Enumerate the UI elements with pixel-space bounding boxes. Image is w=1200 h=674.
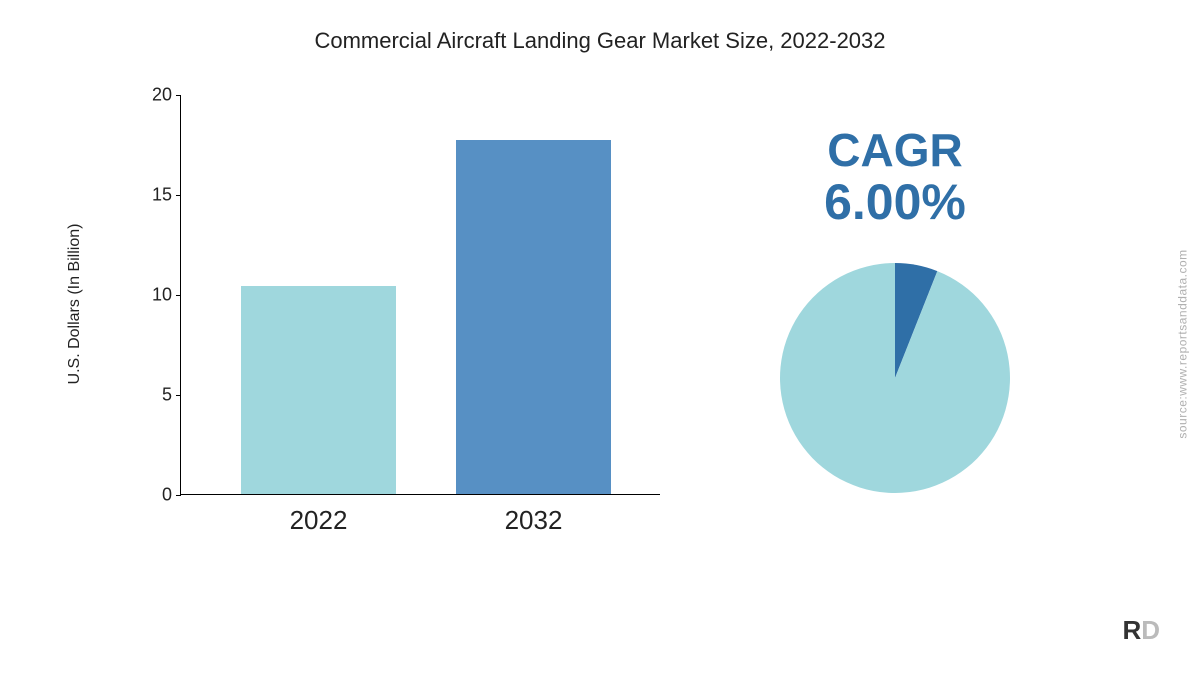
y-tick: 20 — [152, 85, 172, 106]
y-tick: 15 — [152, 185, 172, 206]
chart-title: Commercial Aircraft Landing Gear Market … — [0, 28, 1200, 54]
cagr-label: CAGR — [745, 125, 1045, 176]
chart-container: Commercial Aircraft Landing Gear Market … — [0, 0, 1200, 674]
bar-chart: U.S. Dollars (In Billion) 05101520 20222… — [140, 95, 660, 515]
x-tick: 2022 — [290, 505, 348, 536]
source-attribution: source:www.reportsanddata.com — [1175, 249, 1189, 438]
y-tick: 5 — [162, 385, 172, 406]
y-axis: 05101520 — [140, 95, 180, 495]
pie-slice — [780, 263, 1010, 493]
y-tick: 0 — [162, 485, 172, 506]
bar-plot-area: 20222032 — [180, 95, 660, 495]
bar — [241, 286, 396, 494]
bar — [456, 140, 611, 494]
brand-logo: RD — [1122, 615, 1160, 646]
pie-chart — [745, 263, 1045, 493]
pie-svg — [780, 263, 1010, 493]
cagr-value: 6.00% — [745, 176, 1045, 229]
x-tick: 2032 — [505, 505, 563, 536]
y-axis-label: U.S. Dollars (In Billion) — [66, 224, 84, 385]
logo-r: R — [1122, 615, 1141, 645]
logo-d: D — [1141, 615, 1160, 645]
cagr-block: CAGR 6.00% — [745, 125, 1045, 493]
y-tick: 10 — [152, 285, 172, 306]
